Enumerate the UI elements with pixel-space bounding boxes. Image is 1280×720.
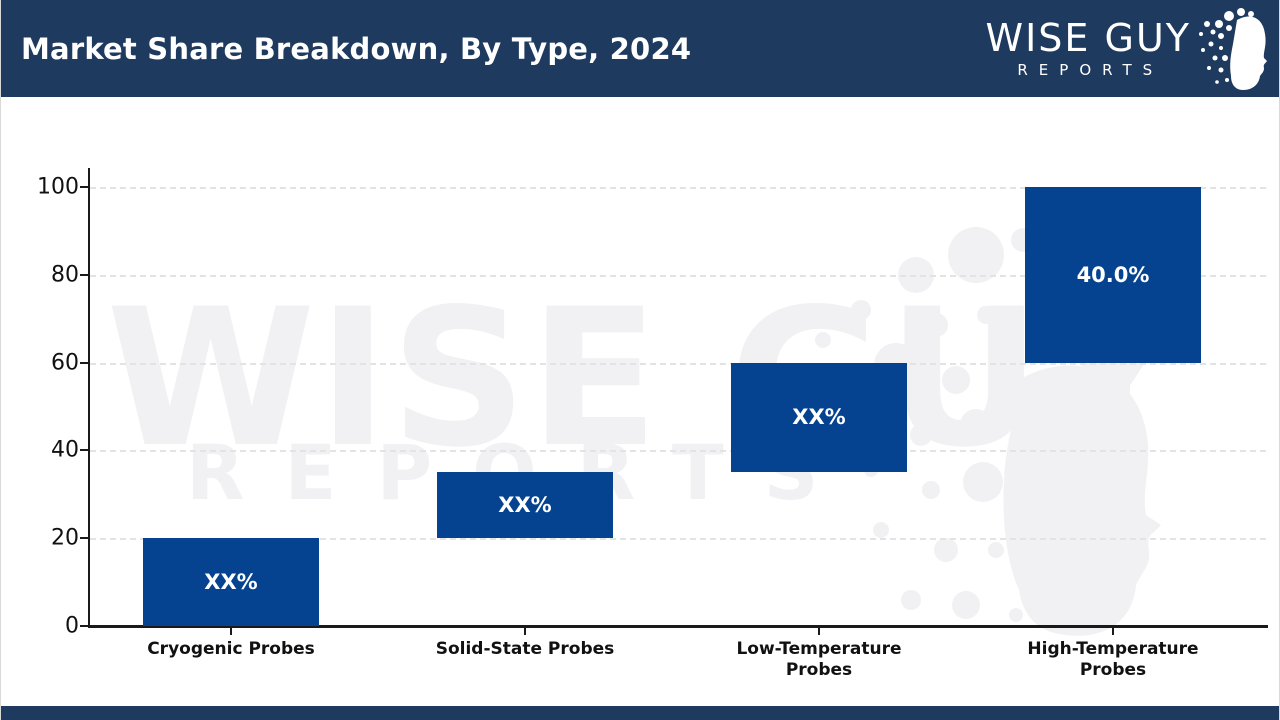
y-tick-label-80: 80 <box>51 262 79 288</box>
y-tick-mark-60 <box>80 361 88 364</box>
brand-logo: WISE GUY REPORTS <box>986 6 1267 92</box>
bar-solid-state-probes: XX% <box>437 472 613 539</box>
y-tick-label-100: 100 <box>37 174 79 200</box>
x-tick-mark-high-temperature-probes <box>1112 627 1114 635</box>
bar-high-temperature-probes: 40.0% <box>1025 187 1201 363</box>
gridline-100 <box>90 187 1266 189</box>
bar-value-label-solid-state-probes: XX% <box>498 493 552 518</box>
y-tick-label-0: 0 <box>65 613 79 639</box>
y-tick-mark-100 <box>80 186 88 188</box>
gridline-20 <box>90 538 1266 541</box>
brand-logo-text: WISE GUY REPORTS <box>986 19 1191 78</box>
y-tick-label-60: 60 <box>51 350 79 376</box>
x-category-label-cryogenic-probes: Cryogenic Probes <box>147 639 315 659</box>
gridline-40 <box>90 450 1266 453</box>
gridline-80 <box>90 274 1266 277</box>
page-title: Market Share Breakdown, By Type, 2024 <box>21 31 692 66</box>
bar-value-label-high-temperature-probes: 40.0% <box>1076 262 1150 287</box>
brand-face-icon <box>1199 7 1267 90</box>
y-tick-label-40: 40 <box>51 437 79 463</box>
y-tick-mark-20 <box>80 537 88 540</box>
brand-subtitle: REPORTS <box>1017 61 1164 79</box>
x-tick-mark-cryogenic-probes <box>230 627 232 635</box>
x-tick-mark-solid-state-probes <box>524 627 526 635</box>
gridline-60 <box>90 362 1266 365</box>
x-axis-line <box>88 625 1268 628</box>
y-tick-mark-0 <box>80 625 88 627</box>
x-tick-mark-low-temperature-probes <box>818 627 820 635</box>
x-category-label-low-temperature-probes: Low-Temperature Probes <box>736 639 902 680</box>
header: Market Share Breakdown, By Type, 2024 WI… <box>1 0 1279 97</box>
bar-value-label-low-temperature-probes: XX% <box>792 405 846 430</box>
y-tick-mark-40 <box>80 449 88 452</box>
bar-low-temperature-probes: XX% <box>731 362 907 473</box>
y-tick-label-20: 20 <box>51 525 79 551</box>
x-category-label-solid-state-probes: Solid-State Probes <box>435 639 615 659</box>
footer-bar <box>1 706 1279 720</box>
bar-value-label-cryogenic-probes: XX% <box>204 570 258 595</box>
y-axis-line <box>88 168 90 627</box>
bar-cryogenic-probes: XX% <box>143 538 319 626</box>
x-category-label-high-temperature-probes: High-Temperature Probes <box>1027 639 1199 680</box>
brand-name: WISE GUY <box>985 16 1191 60</box>
y-tick-mark-80 <box>80 273 88 276</box>
